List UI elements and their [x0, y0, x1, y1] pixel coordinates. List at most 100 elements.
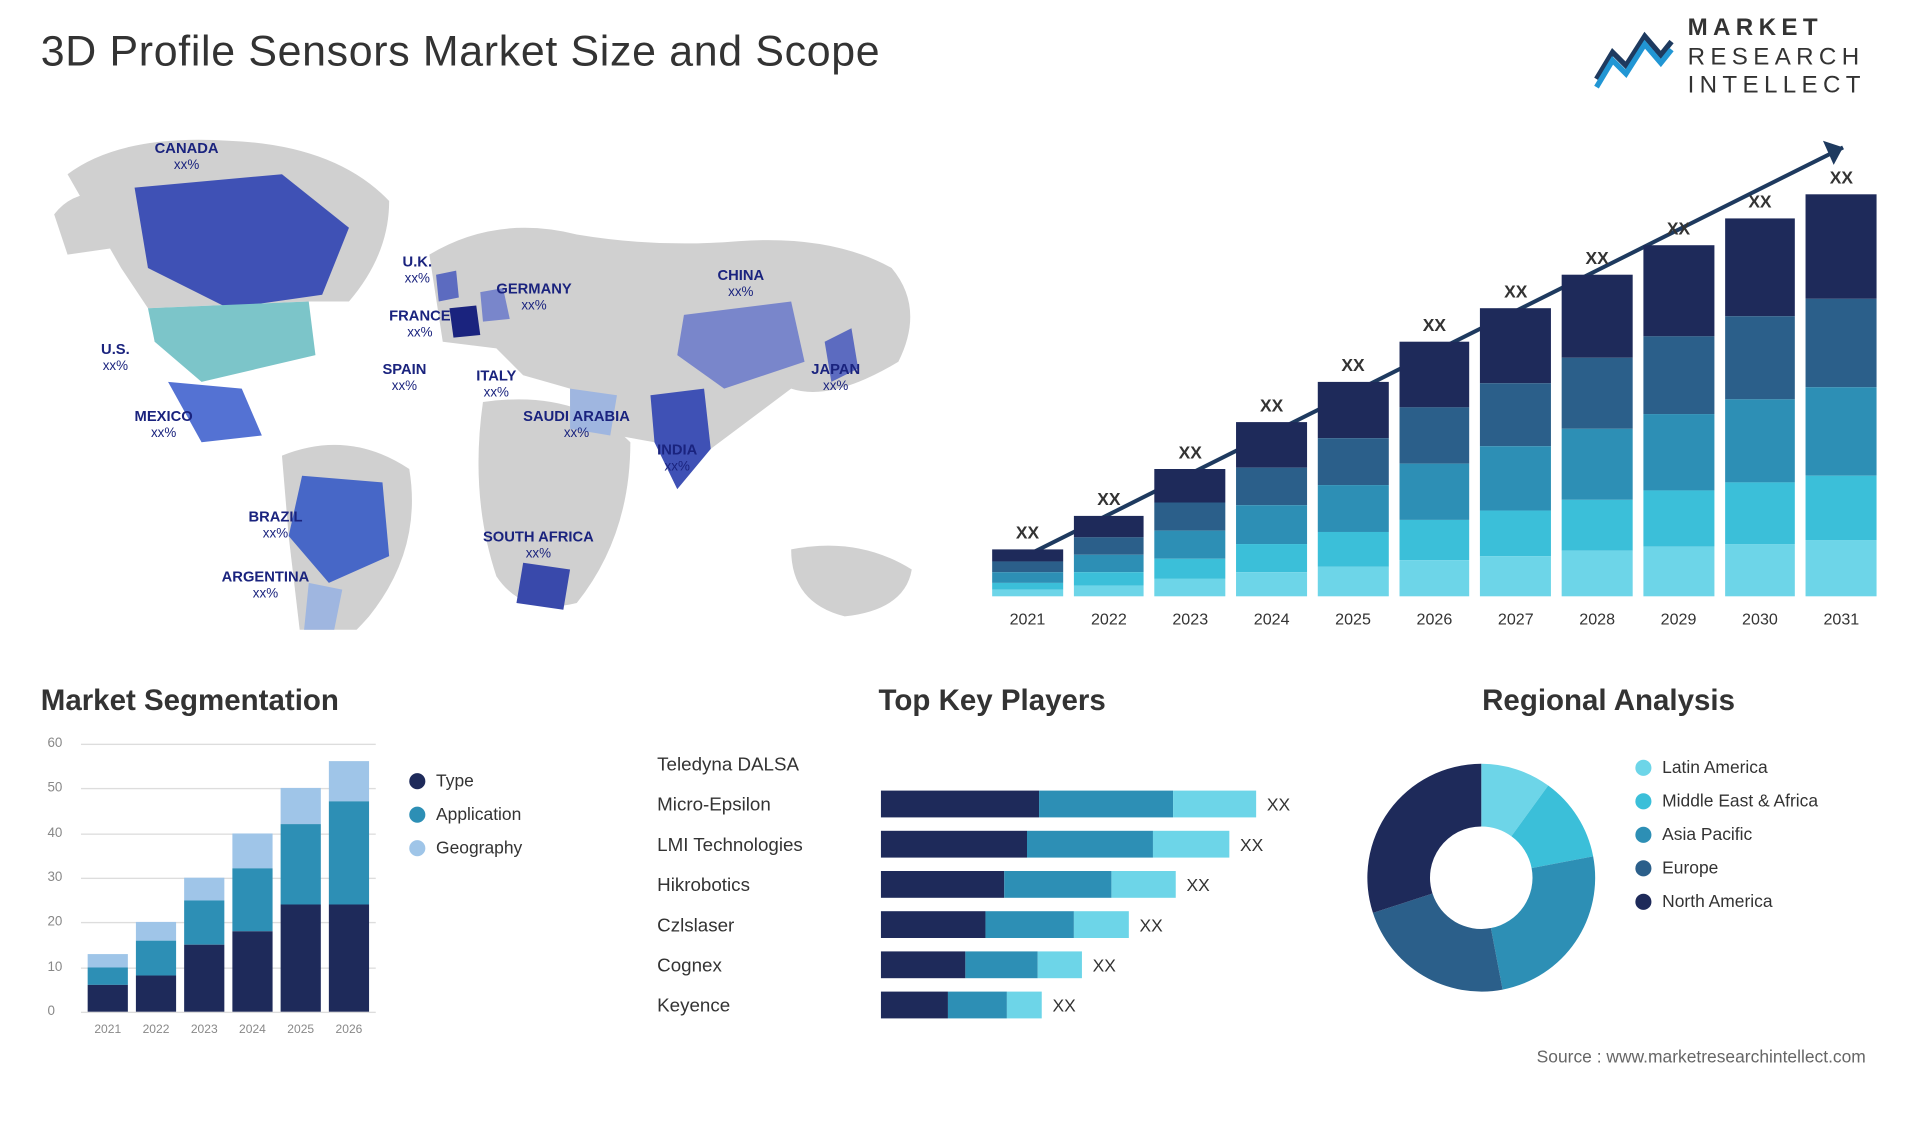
segmentation-legend: TypeApplicationGeography — [409, 771, 522, 872]
map-country-france — [449, 306, 480, 338]
regional-legend: Latin AmericaMiddle East & AfricaAsia Pa… — [1635, 757, 1818, 925]
seg-bar-segment — [88, 985, 128, 1012]
player-name: Czlslaser — [657, 914, 865, 935]
growth-bar-segment — [1318, 566, 1389, 596]
players-title: Top Key Players — [657, 683, 1327, 718]
seg-bar-segment — [232, 833, 272, 869]
growth-xtick: 2021 — [992, 610, 1063, 629]
map-label-spain: SPAINxx% — [382, 362, 426, 396]
player-bar — [881, 951, 1082, 978]
seg-bar-2026 — [329, 762, 369, 1012]
growth-bar-segment — [1725, 483, 1796, 543]
map-label-india: INDIAxx% — [657, 442, 697, 476]
segmentation-title: Market Segmentation — [41, 683, 631, 718]
growth-bar-segment — [992, 549, 1063, 561]
growth-xtick: 2023 — [1155, 610, 1226, 629]
seg-bar-2023 — [184, 878, 224, 1012]
legend-label: Europe — [1662, 858, 1718, 878]
legend-label: Application — [436, 804, 521, 824]
seg-bar-segment — [232, 931, 272, 1011]
growth-bar-label: XX — [1643, 218, 1714, 238]
player-value: XX — [1186, 874, 1209, 894]
growth-bar-segment — [1562, 429, 1633, 500]
seg-xtick: 2025 — [281, 1022, 321, 1035]
map-label-canada: CANADAxx% — [155, 141, 219, 175]
regional-title: Regional Analysis — [1341, 683, 1877, 718]
seg-bar-segment — [88, 967, 128, 985]
regional-legend-item: Latin America — [1635, 757, 1818, 777]
growth-bar-segment — [1480, 308, 1551, 383]
legend-label: Latin America — [1662, 757, 1768, 777]
player-bar — [881, 992, 1042, 1019]
seg-bar-segment — [136, 940, 176, 976]
player-bar-segment — [881, 871, 1005, 898]
donut-slice-northamerica — [1367, 764, 1481, 913]
growth-bar-segment — [1480, 510, 1551, 556]
growth-bar-segment — [1725, 543, 1796, 596]
regional-legend-item: Asia Pacific — [1635, 824, 1818, 844]
map-country-southafrica — [516, 563, 570, 610]
logo-text: MARKET RESEARCH INTELLECT — [1688, 13, 1866, 100]
growth-bar-label: XX — [992, 523, 1063, 543]
growth-bar-segment — [1806, 540, 1877, 596]
growth-bar-segment — [1155, 530, 1226, 558]
map-country-us — [148, 302, 315, 382]
player-value: XX — [1240, 834, 1263, 854]
player-value: XX — [1093, 955, 1116, 975]
growth-bar-segment — [992, 562, 1063, 572]
growth-bar-segment — [1318, 532, 1389, 566]
seg-xtick: 2026 — [329, 1022, 369, 1035]
growth-bar-segment — [1074, 516, 1145, 537]
growth-bar-segment — [1399, 520, 1470, 561]
player-bar-segment — [1006, 992, 1041, 1019]
map-label-argentina: ARGENTINAxx% — [222, 570, 310, 604]
player-bar-segment — [881, 992, 949, 1019]
growth-bar-segment — [992, 572, 1063, 582]
growth-bar-segment — [1562, 500, 1633, 551]
growth-bar-segment — [992, 590, 1063, 597]
legend-label: Geography — [436, 838, 522, 858]
player-name: Hikrobotics — [657, 874, 865, 895]
map-label-southafrica: SOUTH AFRICAxx% — [483, 529, 594, 563]
player-bar-wrap: XX — [881, 871, 1327, 898]
seg-ytick: 50 — [47, 781, 62, 796]
growth-bar-segment — [1399, 342, 1470, 408]
player-bar — [881, 911, 1129, 938]
growth-bar-segment — [1155, 558, 1226, 578]
seg-ytick: 30 — [47, 870, 62, 885]
seg-bar-2025 — [281, 788, 321, 1011]
growth-bar-segment — [1155, 469, 1226, 502]
map-label-italy: ITALYxx% — [476, 369, 516, 403]
segmentation-chart: 0102030405060 202120222023202420252026 — [81, 744, 376, 1012]
growth-xtick: 2024 — [1236, 610, 1307, 629]
growth-bar-2025: XX — [1318, 382, 1389, 596]
player-bar-wrap: XX — [881, 992, 1327, 1019]
world-map: CANADAxx%U.S.xx%MEXICOxx%BRAZILxx%ARGENT… — [41, 121, 952, 630]
growth-bar-label: XX — [1318, 355, 1389, 375]
seg-bar-segment — [184, 900, 224, 945]
player-bar-wrap: XX — [881, 951, 1327, 978]
player-bar — [881, 791, 1256, 818]
player-bar — [881, 871, 1176, 898]
player-bar-wrap: XX — [881, 791, 1327, 818]
map-label-brazil: BRAZILxx% — [248, 509, 302, 543]
seg-bar-segment — [281, 824, 321, 904]
growth-bar-2024: XX — [1236, 422, 1307, 596]
seg-ytick: 60 — [47, 736, 62, 751]
growth-bar-segment — [1643, 547, 1714, 596]
seg-bar-segment — [136, 922, 176, 940]
growth-bar-label: XX — [1480, 281, 1551, 301]
growth-bar-segment — [1725, 317, 1796, 400]
growth-xtick: 2031 — [1806, 610, 1877, 629]
legend-dot-icon — [409, 773, 425, 789]
growth-bar-label: XX — [1399, 315, 1470, 335]
seg-gridline — [81, 1012, 376, 1013]
growth-bar-segment — [1155, 578, 1226, 596]
growth-bar-segment — [1725, 400, 1796, 483]
page-title: 3D Profile Sensors Market Size and Scope — [41, 27, 881, 77]
map-country-uk — [436, 271, 459, 302]
growth-xtick: 2022 — [1074, 610, 1145, 629]
player-bar-wrap: XX — [881, 911, 1327, 938]
growth-bar-segment — [1480, 556, 1551, 596]
seg-bar-segment — [136, 976, 176, 1012]
